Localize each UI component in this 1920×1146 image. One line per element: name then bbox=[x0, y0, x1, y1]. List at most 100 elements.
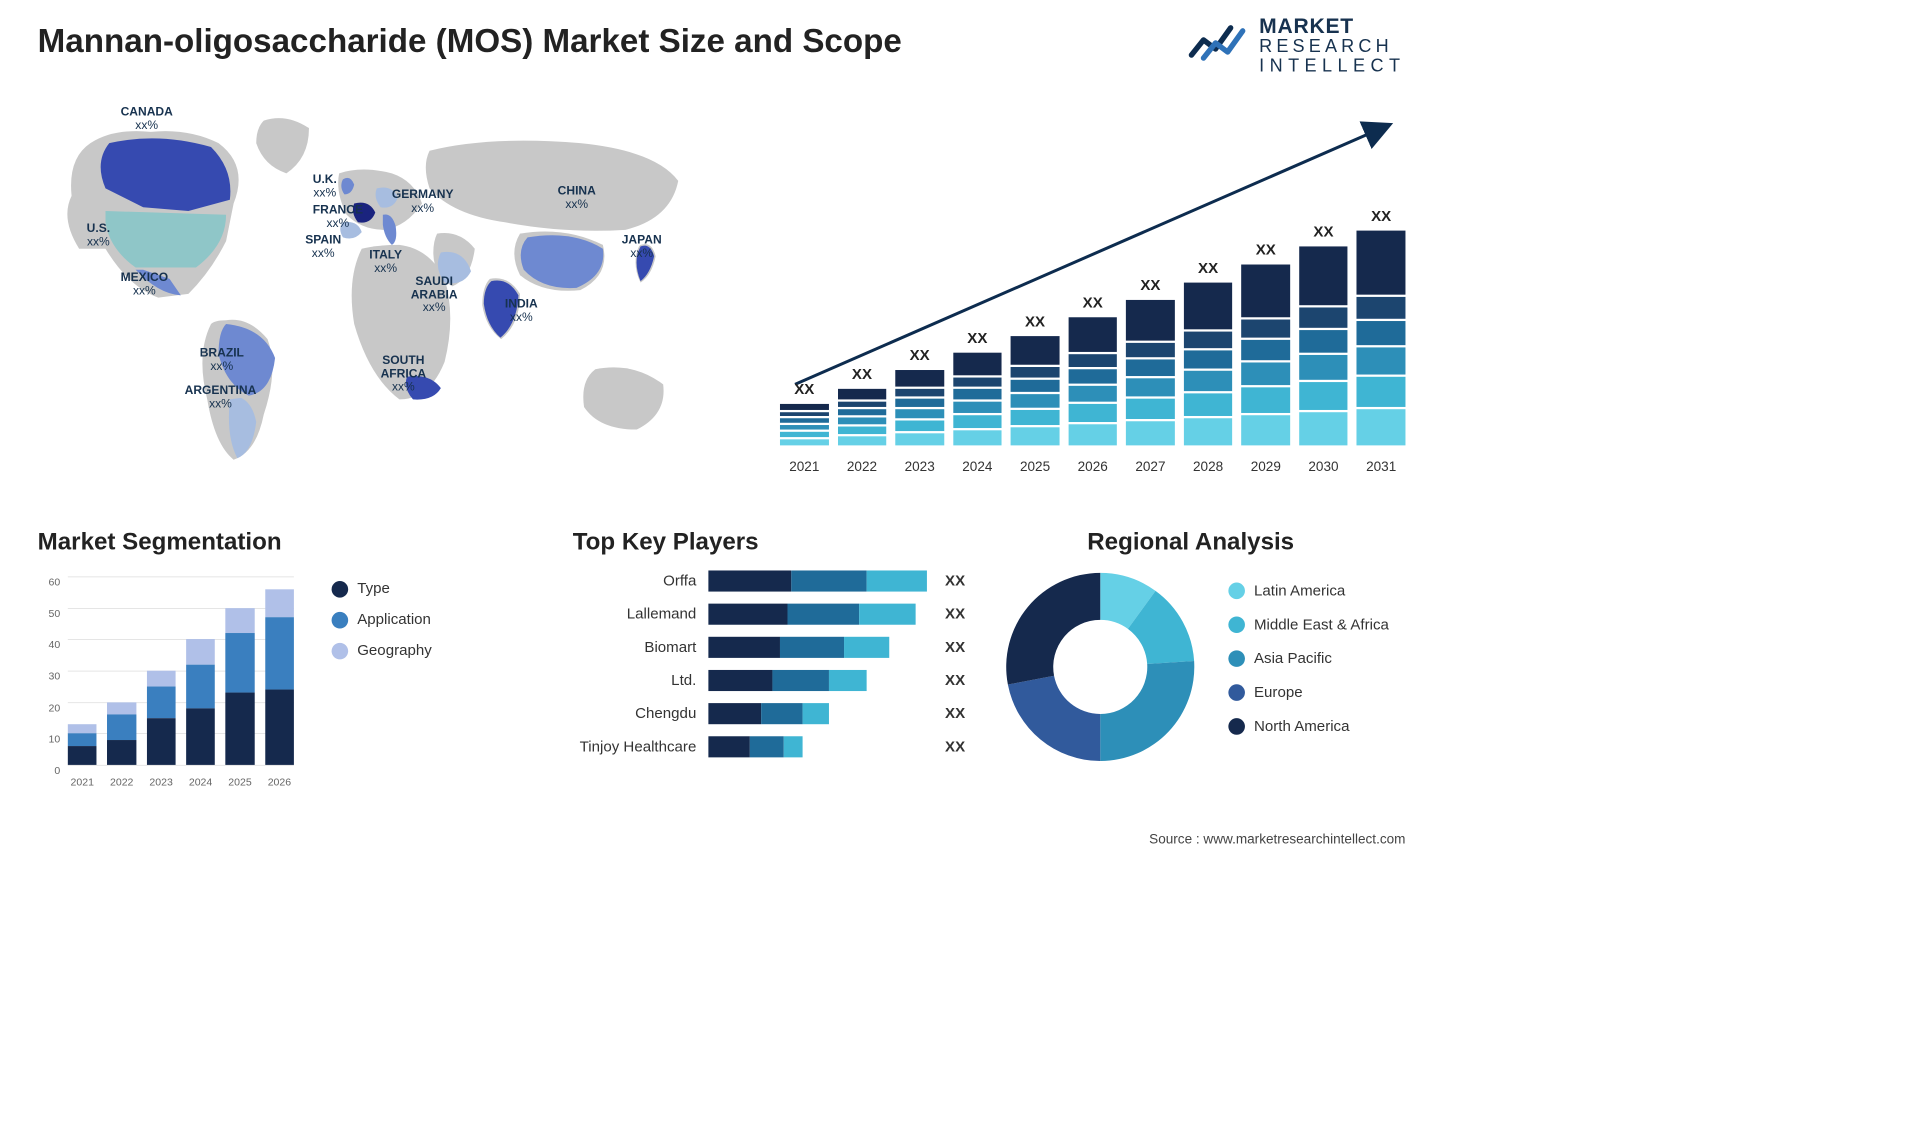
growth-bar-seg bbox=[838, 427, 887, 435]
player-value: XX bbox=[945, 738, 965, 755]
seg-bar bbox=[265, 589, 294, 765]
growth-bar-seg bbox=[1011, 394, 1060, 408]
legend-item: Geography bbox=[332, 642, 432, 659]
player-name: Orffa bbox=[573, 572, 709, 589]
regional-legend: Latin AmericaMiddle East & AfricaAsia Pa… bbox=[1228, 582, 1388, 752]
growth-bar-seg bbox=[953, 415, 1002, 428]
seg-ytick: 40 bbox=[49, 639, 61, 651]
growth-bar-seg bbox=[1299, 355, 1348, 380]
page-title: Mannan-oligosaccharide (MOS) Market Size… bbox=[38, 23, 902, 61]
regional-title: Regional Analysis bbox=[972, 528, 1409, 556]
seg-bar bbox=[226, 608, 255, 765]
player-value: XX bbox=[945, 606, 965, 623]
growth-bar-label: XX bbox=[1299, 224, 1348, 241]
seg-bar-seg bbox=[68, 734, 97, 747]
growth-bar-seg bbox=[1357, 347, 1406, 374]
map-label: MEXICOxx% bbox=[121, 271, 169, 298]
player-bar bbox=[708, 637, 934, 658]
player-bar-seg bbox=[844, 637, 889, 658]
legend-label: Latin America bbox=[1254, 582, 1345, 599]
legend-item: Latin America bbox=[1228, 582, 1388, 599]
growth-bar-seg bbox=[1357, 409, 1406, 445]
player-name: Biomart bbox=[573, 639, 709, 656]
donut-slice bbox=[1100, 661, 1194, 761]
growth-bar-seg bbox=[895, 409, 944, 418]
growth-bar-seg bbox=[1126, 399, 1175, 419]
seg-bar-seg bbox=[68, 724, 97, 733]
player-bar-seg bbox=[867, 570, 927, 591]
seg-ytick: 30 bbox=[49, 670, 61, 682]
growth-bar-seg bbox=[838, 436, 887, 445]
donut-slice bbox=[1008, 676, 1100, 761]
growth-bar-seg bbox=[895, 389, 944, 397]
legend-item: Application bbox=[332, 611, 432, 628]
growth-bar-seg bbox=[1011, 410, 1060, 425]
player-bar-seg bbox=[708, 736, 749, 757]
legend-swatch bbox=[332, 612, 349, 629]
legend-label: Europe bbox=[1254, 684, 1303, 701]
seg-ytick: 10 bbox=[49, 733, 61, 745]
seg-year-label: 2025 bbox=[226, 775, 255, 787]
seg-bar-seg bbox=[226, 693, 255, 765]
growth-bar-seg bbox=[895, 399, 944, 407]
growth-bar-seg bbox=[1011, 380, 1060, 392]
legend-swatch bbox=[1228, 718, 1245, 735]
growth-bar-seg bbox=[1357, 321, 1406, 345]
growth-bar-seg bbox=[1241, 320, 1290, 338]
growth-bar-seg bbox=[780, 432, 829, 437]
growth-bar-label: XX bbox=[838, 366, 887, 383]
growth-bar-label: XX bbox=[780, 381, 829, 398]
legend-label: Application bbox=[357, 611, 431, 628]
growth-bar-seg bbox=[1126, 378, 1175, 396]
growth-year-label: 2030 bbox=[1299, 459, 1348, 475]
source-line: Source : www.marketresearchintellect.com bbox=[1149, 831, 1405, 847]
growth-bar-seg bbox=[838, 402, 887, 407]
growth-bar-seg bbox=[953, 378, 1002, 387]
player-bar bbox=[708, 604, 934, 625]
growth-bar-seg bbox=[838, 389, 887, 400]
brand-logo: MARKET RESEARCH INTELLECT bbox=[1188, 15, 1405, 75]
seg-year-label: 2026 bbox=[265, 775, 294, 787]
player-bar-seg bbox=[708, 604, 787, 625]
seg-bar-seg bbox=[147, 718, 176, 765]
growth-year-label: 2028 bbox=[1184, 459, 1233, 475]
player-bar-seg bbox=[708, 570, 791, 591]
player-row: Ltd. XX bbox=[573, 668, 980, 692]
growth-bar-label: XX bbox=[1184, 260, 1233, 277]
player-bar bbox=[708, 703, 934, 724]
seg-bar-seg bbox=[68, 746, 97, 765]
player-bar bbox=[708, 736, 934, 757]
seg-bar-seg bbox=[186, 664, 215, 708]
player-value: XX bbox=[945, 672, 965, 689]
growth-bar: XX bbox=[1241, 265, 1290, 448]
growth-bar-seg bbox=[1068, 369, 1117, 383]
player-value: XX bbox=[945, 705, 965, 722]
player-bar-seg bbox=[708, 670, 772, 691]
player-row: OrffaXX bbox=[573, 569, 980, 593]
growth-bar: XX bbox=[838, 389, 887, 448]
seg-year-label: 2021 bbox=[68, 775, 97, 787]
growth-bar-seg bbox=[780, 425, 829, 430]
growth-bar-seg bbox=[1068, 354, 1117, 367]
player-name: Ltd. bbox=[573, 672, 709, 689]
growth-bar-seg bbox=[1184, 283, 1233, 330]
growth-bar-seg bbox=[1357, 231, 1406, 295]
growth-bar-seg bbox=[838, 417, 887, 424]
map-label: ITALYxx% bbox=[369, 249, 402, 276]
seg-bar-seg bbox=[186, 639, 215, 664]
map-label: FRANCExx% bbox=[313, 203, 363, 230]
donut-slice bbox=[1006, 573, 1100, 685]
seg-bar-seg bbox=[226, 608, 255, 633]
growth-bar-seg bbox=[1068, 424, 1117, 445]
growth-bar-seg bbox=[1068, 317, 1117, 352]
growth-bar-seg bbox=[1241, 340, 1290, 360]
logo-mark-icon bbox=[1188, 21, 1248, 70]
growth-year-label: 2024 bbox=[953, 459, 1002, 475]
player-bar-seg bbox=[784, 736, 803, 757]
player-row: BiomartXX bbox=[573, 635, 980, 659]
growth-chart: XXXXXXXXXXXXXXXXXXXXXX 20212022202320242… bbox=[780, 113, 1405, 475]
growth-bar-label: XX bbox=[1126, 277, 1175, 294]
players-section: Top Key Players OrffaXXLallemandXXBiomar… bbox=[573, 528, 980, 768]
growth-bar-seg bbox=[780, 418, 829, 423]
growth-bar-seg bbox=[1299, 412, 1348, 445]
